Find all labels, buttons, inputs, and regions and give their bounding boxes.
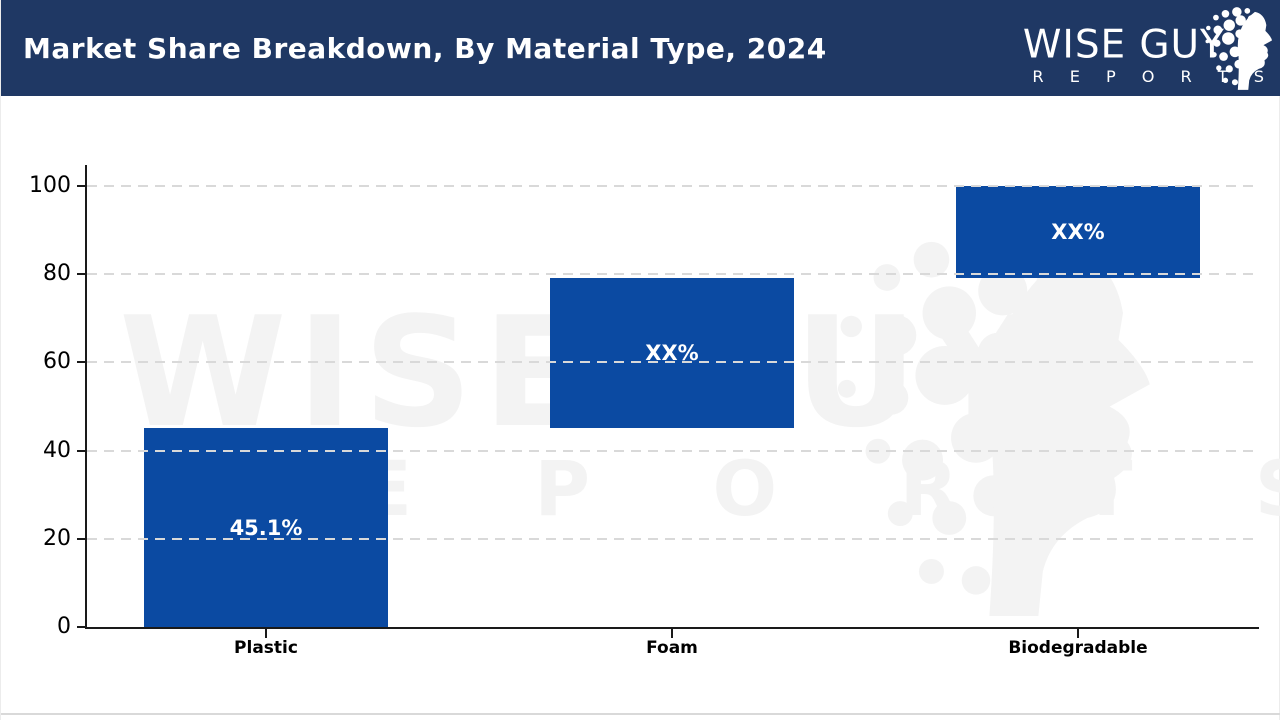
bar-value-label: XX% — [645, 340, 699, 365]
bar-value-label: XX% — [1051, 219, 1105, 244]
y-tick-label: 80 — [43, 261, 71, 287]
y-tick-label: 0 — [57, 614, 71, 639]
x-tick-mark — [671, 629, 673, 638]
y-tick-mark — [77, 626, 86, 628]
bar-biodegradable — [956, 186, 1200, 278]
gridline — [87, 185, 1259, 187]
header: Market Share Breakdown, By Material Type… — [1, 0, 1280, 96]
gridline — [87, 273, 1259, 276]
logo-reports-text: R E P O R T S — [1032, 67, 1273, 86]
dotted-head-icon — [1205, 7, 1273, 90]
y-tick-label: 40 — [43, 437, 71, 463]
category-label-plastic: Plastic — [234, 638, 298, 658]
wise-guy-reports-logo: WISE GUY R E P O R T S — [1023, 7, 1273, 90]
y-axis-line — [85, 165, 87, 629]
bottom-divider — [1, 713, 1280, 715]
y-tick-label: 60 — [43, 349, 71, 375]
x-tick-mark — [1077, 629, 1079, 638]
bar-plastic — [144, 428, 388, 627]
y-tick-mark — [77, 185, 86, 187]
y-tick-mark — [77, 449, 86, 452]
y-tick-mark — [77, 537, 86, 540]
gridline — [87, 537, 1259, 540]
gridline — [87, 449, 1259, 452]
gridline — [87, 361, 1259, 364]
page-title: Market Share Breakdown, By Material Type… — [23, 31, 827, 65]
category-label-biodegradable: Biodegradable — [1008, 638, 1148, 658]
y-tick-label: 20 — [43, 525, 71, 551]
y-tick-mark — [77, 273, 86, 276]
bar-foam — [550, 277, 794, 429]
logo-wordmark: WISE GUY — [1023, 23, 1225, 68]
x-axis-line — [85, 627, 1259, 629]
category-label-foam: Foam — [646, 638, 698, 658]
y-tick-mark — [77, 361, 86, 364]
x-tick-mark — [265, 629, 267, 638]
bar-value-label: 45.1% — [229, 515, 303, 540]
y-tick-label: 100 — [29, 173, 71, 198]
